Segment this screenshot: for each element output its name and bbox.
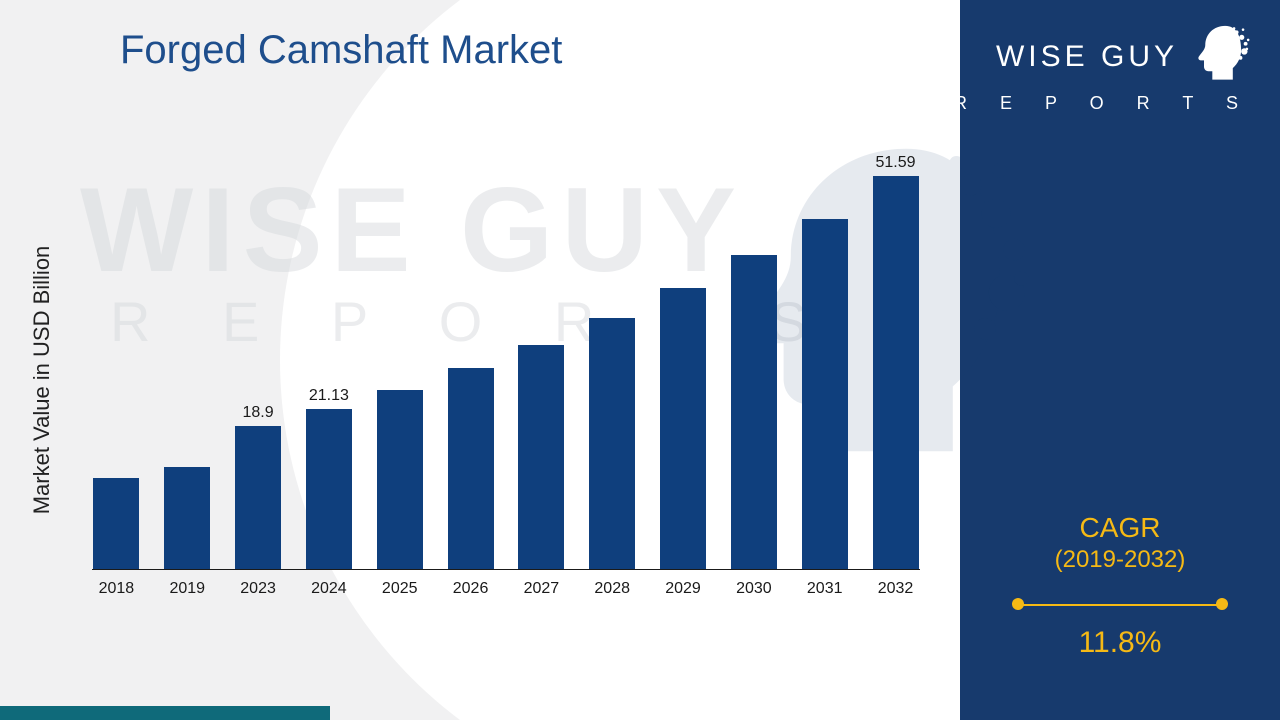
bar-column: 18.9: [234, 404, 283, 570]
x-tick-label: 2029: [659, 570, 708, 610]
bar: [93, 478, 139, 570]
bar-column: [446, 346, 495, 570]
cagr-value: 11.8%: [1000, 626, 1240, 660]
bar: [164, 467, 210, 570]
bar-column: [659, 266, 708, 570]
x-axis-labels: 2018 2019 2023 2024 2025 2026 2027 2028 2029 2030…: [92, 570, 920, 610]
bar-value-label: 18.9: [243, 404, 274, 422]
cagr-label: CAGR: [1000, 512, 1240, 544]
bars-container: 18.9 21.13 51.59: [92, 150, 920, 570]
bar-column: [588, 296, 637, 570]
x-tick-label: 2028: [588, 570, 637, 610]
bar: [802, 219, 848, 570]
x-tick-label: 2026: [446, 570, 495, 610]
bar-chart: Market Value in USD Billion 18.921.1351.…: [70, 150, 920, 610]
x-tick-label: 2032: [871, 570, 920, 610]
chart-title: Forged Camshaft Market: [120, 28, 562, 73]
logo-line1: WISE GUY: [996, 40, 1178, 74]
bar: [377, 390, 423, 570]
bar-column: [92, 456, 141, 570]
stage: WISE GUY R E P O R T S Forged Camshaft M…: [0, 0, 1280, 720]
bar-column: [729, 233, 778, 570]
bar: [660, 288, 706, 570]
x-tick-label: 2024: [304, 570, 353, 610]
x-tick-label: 2018: [92, 570, 141, 610]
x-tick-label: 2023: [234, 570, 283, 610]
bar: [235, 426, 281, 570]
x-tick-label: 2027: [517, 570, 566, 610]
plot-area: 18.9 21.13 51.59: [92, 150, 920, 570]
bar-column: 51.59: [871, 154, 920, 570]
bar-column: [517, 323, 566, 570]
x-tick-label: 2030: [729, 570, 778, 610]
bottom-strip: [0, 706, 330, 720]
y-axis-label: Market Value in USD Billion: [29, 246, 55, 515]
bar-column: [163, 445, 212, 570]
x-tick-label: 2019: [163, 570, 212, 610]
bar: [589, 318, 635, 570]
bar-column: 21.13: [304, 387, 353, 570]
logo-line2: R E P O R T S: [954, 93, 1252, 114]
x-tick-label: 2031: [800, 570, 849, 610]
cagr-box: CAGR (2019-2032) 11.8%: [1000, 512, 1240, 660]
cagr-divider: [1018, 592, 1222, 616]
bar: [731, 255, 777, 570]
ai-head-icon: [1188, 22, 1252, 91]
bar: [448, 368, 494, 570]
bar-value-label: 21.13: [309, 387, 349, 405]
x-tick-label: 2025: [375, 570, 424, 610]
bar: [518, 345, 564, 570]
bar: [306, 409, 352, 570]
bar-value-label: 51.59: [876, 154, 916, 172]
bar: [873, 176, 919, 570]
cagr-period: (2019-2032): [1000, 546, 1240, 574]
bar-column: [375, 368, 424, 570]
brand-logo: WISE GUY R E P O R T S: [954, 22, 1252, 114]
bar-column: [800, 197, 849, 570]
